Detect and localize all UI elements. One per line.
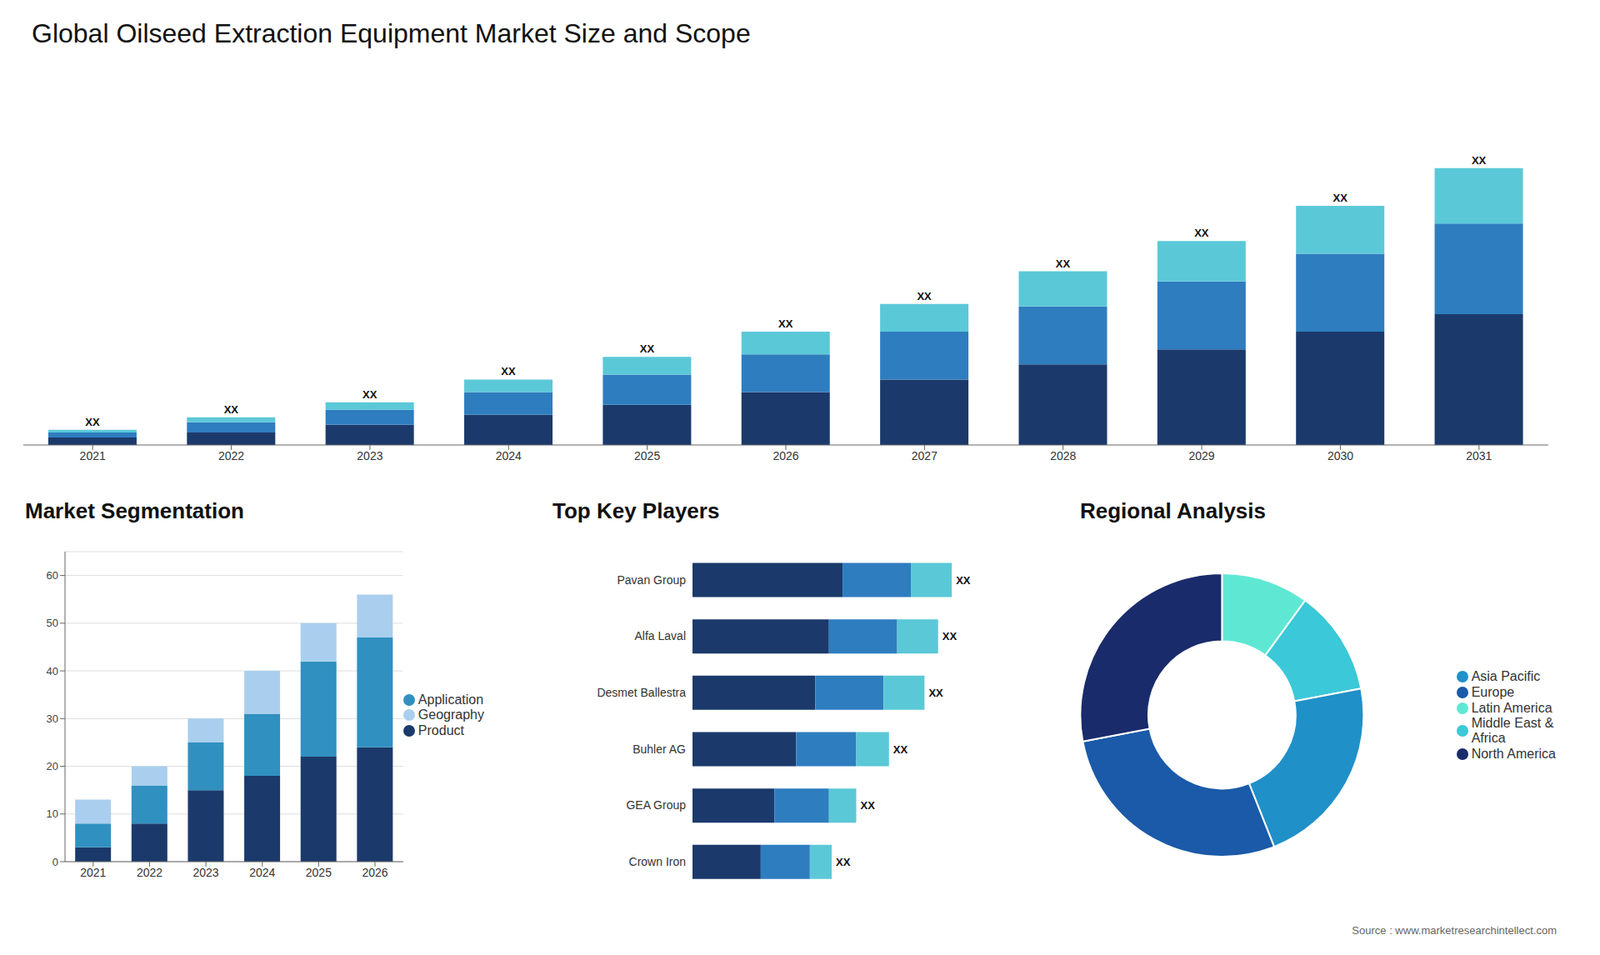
svg-text:50: 50 xyxy=(46,616,59,630)
svg-text:XX: XX xyxy=(893,743,909,756)
html-text:Application: Application xyxy=(418,692,484,707)
svg-text:2030: 2030 xyxy=(1327,449,1354,463)
svg-text:2023: 2023 xyxy=(356,449,383,463)
svg-text:XX: XX xyxy=(1333,191,1349,205)
svg-text:XX: XX xyxy=(942,630,958,643)
svg-text:GEA Group: GEA Group xyxy=(625,798,686,812)
svg-text:2021: 2021 xyxy=(80,865,106,880)
html-text:Source : www.marketresearchint: Source : www.marketresearchintellect.com xyxy=(1351,924,1557,937)
svg-text:2025: 2025 xyxy=(634,449,660,463)
html-text:North America: North America xyxy=(1471,746,1556,761)
svg-text:60: 60 xyxy=(46,569,59,582)
svg-text:2031: 2031 xyxy=(1465,449,1492,463)
svg-text:XX: XX xyxy=(500,365,516,378)
svg-text:2022: 2022 xyxy=(136,865,163,880)
html-text:Middle East & Africa: Middle East & Africa xyxy=(1471,715,1554,745)
svg-text:2021: 2021 xyxy=(80,449,106,463)
svg-text:2026: 2026 xyxy=(772,449,799,463)
html-text:Geography: Geography xyxy=(418,707,485,722)
svg-text:2024: 2024 xyxy=(249,865,275,880)
svg-text:2024: 2024 xyxy=(495,449,522,463)
svg-text:40: 40 xyxy=(46,665,59,678)
svg-text:XX: XX xyxy=(1471,154,1487,167)
svg-text:XX: XX xyxy=(955,574,971,587)
svg-text:XX: XX xyxy=(860,799,876,812)
svg-text:2029: 2029 xyxy=(1189,449,1215,463)
svg-text:XX: XX xyxy=(224,403,240,416)
svg-text:XX: XX xyxy=(778,317,794,330)
svg-text:XX: XX xyxy=(1055,257,1071,270)
svg-text:0: 0 xyxy=(52,855,59,869)
svg-text:2028: 2028 xyxy=(1050,449,1076,463)
html-text:Top Key Players: Top Key Players xyxy=(552,498,720,524)
svg-text:20: 20 xyxy=(46,760,59,773)
svg-text:XX: XX xyxy=(85,415,100,429)
html-text:Product: Product xyxy=(418,723,465,738)
svg-text:2025: 2025 xyxy=(305,865,332,880)
svg-text:Pavan Group: Pavan Group xyxy=(617,573,687,587)
svg-text:30: 30 xyxy=(46,712,59,725)
svg-text:2026: 2026 xyxy=(361,865,388,880)
svg-text:XX: XX xyxy=(916,290,932,303)
svg-text:Desmet Ballestra: Desmet Ballestra xyxy=(596,685,686,700)
svg-text:2022: 2022 xyxy=(218,449,245,463)
svg-text:Buhler AG: Buhler AG xyxy=(632,742,686,756)
html-text:Asia Pacific: Asia Pacific xyxy=(1471,669,1541,684)
html-text:Regional Analysis: Regional Analysis xyxy=(1080,498,1266,524)
svg-text:Alfa Laval: Alfa Laval xyxy=(635,629,686,643)
html-text:Global Oilseed Extraction Equi: Global Oilseed Extraction Equipment Mark… xyxy=(31,18,751,49)
svg-text:XX: XX xyxy=(1194,226,1210,240)
svg-text:XX: XX xyxy=(835,855,851,869)
html-text:Market Segmentation: Market Segmentation xyxy=(25,498,245,524)
svg-text:XX: XX xyxy=(928,686,944,700)
svg-text:XX: XX xyxy=(640,342,655,355)
html-text:Europe: Europe xyxy=(1471,685,1515,700)
html-text:Latin America: Latin America xyxy=(1471,700,1553,715)
svg-text:Crown Iron: Crown Iron xyxy=(629,855,686,869)
svg-text:10: 10 xyxy=(46,807,59,820)
svg-text:XX: XX xyxy=(362,388,378,401)
svg-text:2023: 2023 xyxy=(193,865,220,880)
svg-text:2027: 2027 xyxy=(911,449,938,463)
